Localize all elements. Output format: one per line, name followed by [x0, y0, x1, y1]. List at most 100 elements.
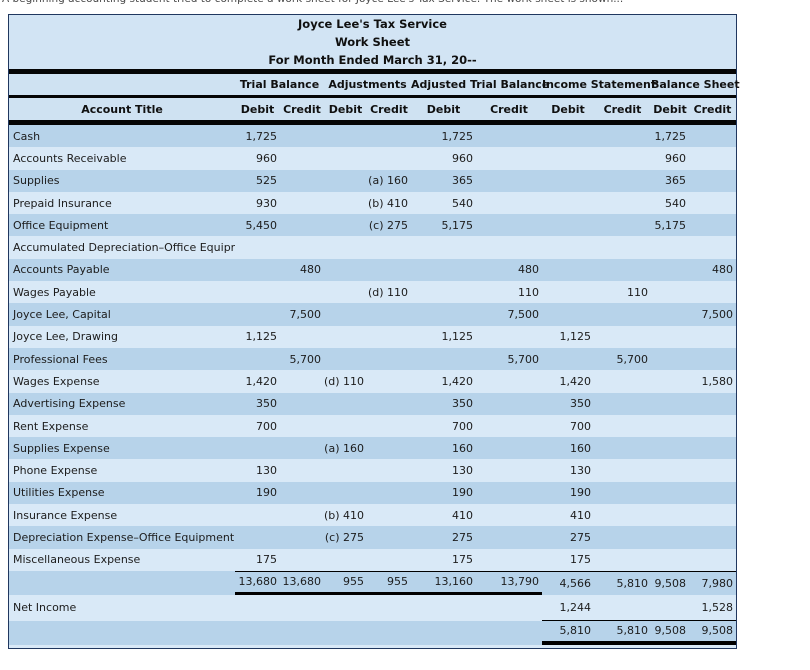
amount-cell-adj-credit [367, 526, 411, 548]
amount-cell-atb-credit [476, 236, 542, 258]
amount-cell-bs-credit: 9,508 [689, 621, 736, 645]
amount-cell-is-credit [594, 595, 651, 621]
amount-cell-is-debit [542, 236, 594, 258]
amount-cell-bs-credit: 7,500 [701, 308, 734, 322]
amount-cell-bs-debit: 5,175 [654, 218, 687, 232]
amount-cell-is-debit: 410 [570, 508, 591, 522]
amount-cell-bs-debit: 365 [665, 174, 686, 188]
amount-cell-tb-credit [280, 459, 324, 481]
account-title-cell: Accounts Payable [13, 263, 110, 277]
amount-cell-atb-credit [476, 459, 542, 481]
amount-cell-atb-debit [411, 303, 476, 325]
amount-cell-bs-debit: 960 [665, 151, 686, 165]
table-row: Phone Expense 130 130 130 [9, 459, 736, 482]
amount-cell-atb-credit: 7,500 [507, 308, 540, 322]
amount-cell-is-debit: 1,244 [542, 595, 594, 621]
amount-cell-is-debit: 4,566 [542, 570, 594, 595]
amount-cell-bs-debit [651, 459, 689, 481]
table-row: Joyce Lee, Drawing 1,125 1,125 1,125 [9, 325, 736, 348]
amount-cell-tb-credit [280, 192, 324, 214]
amount-cell-adj-debit: (d) 110 [323, 374, 364, 388]
amount-cell-atb-credit [476, 370, 542, 392]
worksheet-title-block: Joyce Lee's Tax Service Work Sheet For M… [9, 15, 736, 69]
amount-cell-adj-debit [324, 595, 367, 621]
table-row: Advertising Expense 350 350 350 [9, 392, 736, 415]
period-line: For Month Ended March 31, 20-- [268, 53, 477, 67]
amount-cell-is-credit [594, 504, 651, 526]
amount-cell-bs-debit: 540 [665, 196, 686, 210]
amount-cell-atb-credit [476, 504, 542, 526]
account-title-cell: Supplies [13, 174, 60, 188]
amount-cell-tb-credit [280, 370, 324, 392]
amount-cell-is-debit: 1,125 [559, 330, 592, 344]
account-title-cell: Phone Expense [13, 464, 98, 478]
amount-cell-adj-debit [324, 393, 367, 415]
amount-cell-bs-credit [689, 526, 736, 548]
amount-cell-bs-credit [689, 326, 736, 348]
amount-cell-adj-credit [367, 437, 411, 459]
amount-cell-tb-credit: 13,680 [280, 570, 324, 595]
amount-cell-atb-debit: 350 [452, 397, 473, 411]
amount-cell-adj-credit [367, 621, 411, 645]
table-row: Office Equipment 5,450 (c) 275 5,175 5,1… [9, 214, 736, 237]
account-title-cell [9, 571, 235, 595]
amount-cell-atb-debit: 275 [452, 530, 473, 544]
col-header-adj-debit: Debit [328, 102, 363, 116]
amount-cell-is-debit [542, 125, 594, 147]
amount-cell-bs-debit [651, 549, 689, 571]
amount-cell-adj-credit [367, 459, 411, 481]
amount-cell-is-debit [542, 348, 594, 370]
amount-cell-atb-credit [476, 393, 542, 415]
amount-cell-atb-debit [411, 621, 476, 645]
amount-cell-adj-credit: (c) 275 [368, 218, 408, 232]
amount-cell-atb-credit [476, 214, 542, 236]
amount-cell-atb-debit: 960 [452, 151, 473, 165]
amount-cell-atb-debit: 175 [452, 553, 473, 567]
amount-cell-atb-credit: 480 [518, 263, 539, 277]
amount-cell-bs-credit [689, 504, 736, 526]
amount-cell-is-credit [594, 437, 651, 459]
account-title-cell: Joyce Lee, Drawing [13, 330, 118, 344]
amount-cell-adj-credit [367, 370, 411, 392]
amount-cell-adj-credit [367, 504, 411, 526]
amount-cell-is-debit [542, 170, 594, 192]
amount-cell-is-credit [594, 370, 651, 392]
amount-cell-tb-credit [280, 214, 324, 236]
amount-cell-tb-credit [280, 595, 324, 621]
table-row: Wages Expense 1,420 (d) 110 1,420 1,420 … [9, 370, 736, 393]
amount-cell-adj-credit [367, 259, 411, 281]
amount-cell-is-debit: 700 [570, 419, 591, 433]
amount-cell-atb-debit: 700 [452, 419, 473, 433]
amount-cell-tb-debit: 1,725 [245, 129, 278, 143]
table-row: Miscellaneous Expense 175 175 175 [9, 548, 736, 571]
amount-cell-bs-debit [651, 393, 689, 415]
amount-cell-bs-credit [689, 549, 736, 571]
amount-cell-is-debit: 160 [570, 441, 591, 455]
amount-cell-adj-debit [324, 348, 367, 370]
amount-cell-bs-debit [651, 303, 689, 325]
amount-cell-atb-credit [476, 437, 542, 459]
col-header-tb-debit: Debit [240, 102, 275, 116]
amount-cell-adj-debit: 955 [324, 570, 367, 595]
section-header-row: Trial Balance Adjustments Adjusted Trial… [9, 74, 740, 95]
amount-cell-tb-credit [280, 281, 324, 303]
table-row: 13,680 13,680 955 955 13,160 13,790 4,56… [9, 570, 736, 595]
amount-cell-bs-credit: 1,580 [701, 374, 734, 388]
amount-cell-is-debit: 275 [570, 530, 591, 544]
amount-cell-is-credit [594, 482, 651, 504]
amount-cell-tb-debit: 1,420 [245, 374, 278, 388]
account-title-cell: Miscellaneous Expense [13, 553, 141, 567]
amount-cell-atb-debit [411, 236, 476, 258]
intro-caption-clipped: A beginning accounting student tried to … [0, 0, 810, 7]
amount-cell-is-credit [594, 259, 651, 281]
amount-cell-tb-credit [280, 147, 324, 169]
amount-cell-adj-debit [324, 259, 367, 281]
amount-cell-tb-debit: 13,680 [235, 570, 280, 595]
amount-cell-is-debit [542, 147, 594, 169]
amount-cell-is-credit [594, 214, 651, 236]
account-title-cell: Accumulated Depreciation–Office Equipmen… [13, 241, 235, 255]
amount-cell-bs-credit [689, 459, 736, 481]
amount-cell-atb-credit [476, 482, 542, 504]
col-header-atb-credit: Credit [490, 102, 528, 116]
amount-cell-adj-credit [367, 482, 411, 504]
